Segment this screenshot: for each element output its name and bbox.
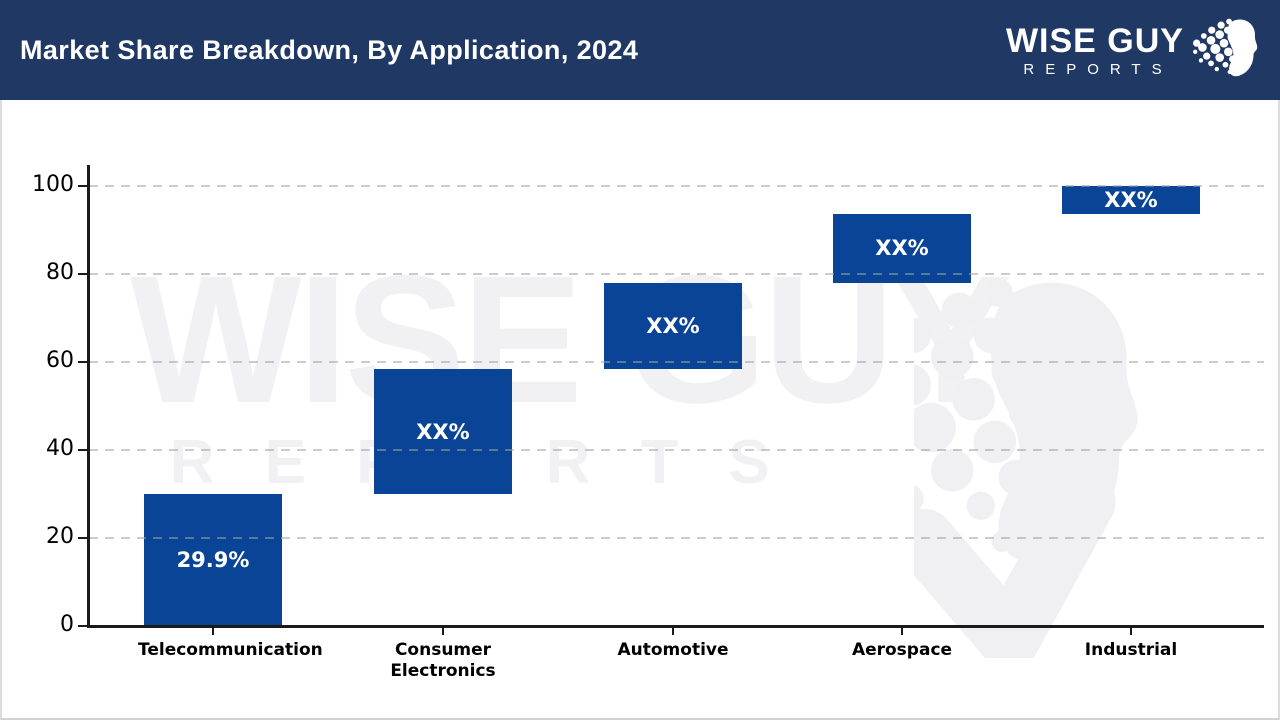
y-tick: [78, 185, 87, 187]
x-category-label-consumer-electronics: Consumer Electronics: [390, 640, 496, 682]
logo-line1: WISE GUY: [1005, 21, 1184, 60]
bar-label-box: XX%: [1062, 186, 1200, 214]
bar-telecommunication: [144, 494, 282, 626]
y-tick-label: 100: [32, 172, 74, 197]
bar-label-box: XX%: [374, 369, 512, 494]
gridline: [89, 537, 1264, 539]
y-tick: [78, 537, 87, 539]
gridline: [89, 273, 1264, 275]
bar-aerospace: [833, 214, 971, 283]
gridline: [89, 449, 1264, 451]
watermark-head-icon: [914, 208, 1270, 658]
bar-value-label: 29.9%: [176, 548, 250, 573]
bar-industrial: [1062, 186, 1200, 215]
bar-label-box: 29.9%: [144, 494, 282, 626]
x-tick: [442, 627, 444, 635]
y-tick: [78, 625, 87, 627]
y-tick: [78, 449, 87, 451]
y-tick-label: 60: [46, 348, 74, 373]
wise-guy-logo: WISE GUY REPORTS: [1006, 10, 1260, 90]
x-category-label-automotive: Automotive: [617, 640, 729, 660]
bar-label-box: XX%: [833, 214, 971, 283]
y-axis-line: [87, 165, 90, 628]
y-tick: [78, 361, 87, 363]
waterfall-chart: 0 20 40 60 80 100 29.9% XX% XX% XX% XX% Telecommuni…: [2, 100, 1278, 718]
logo-line2: REPORTS: [1023, 60, 1173, 78]
y-tick-label: 20: [46, 524, 74, 549]
gridline: [89, 185, 1264, 187]
x-category-label-telecommunication: Telecommunication: [138, 640, 323, 660]
logo-head-icon: [1188, 10, 1260, 90]
bar-value-label: XX%: [646, 314, 700, 339]
y-tick-label: 0: [60, 612, 74, 637]
page-title: Market Share Breakdown, By Application, …: [20, 34, 639, 65]
bar-consumer-electronics: [374, 369, 512, 495]
gridline: [89, 361, 1264, 363]
header-bar: Market Share Breakdown, By Application, …: [0, 0, 1280, 100]
y-tick: [78, 273, 87, 275]
x-tick: [212, 627, 214, 635]
x-tick: [672, 627, 674, 635]
x-category-label-aerospace: Aerospace: [851, 640, 953, 660]
bar-automotive: [604, 282, 742, 370]
x-tick: [901, 627, 903, 635]
y-tick-label: 40: [46, 436, 74, 461]
x-category-label-industrial: Industrial: [1084, 640, 1178, 660]
y-tick-label: 80: [46, 260, 74, 285]
bar-value-label: XX%: [875, 236, 929, 261]
x-axis-line: [87, 625, 1264, 628]
bar-value-label: XX%: [416, 419, 470, 444]
bar-value-label: XX%: [1104, 188, 1158, 213]
bar-label-box: XX%: [604, 283, 742, 370]
chart-canvas: WISE GUY REPORTS 02040608010029.9%XX%XX%…: [0, 100, 1280, 720]
logo-wordmark: WISE GUY REPORTS: [1006, 24, 1184, 77]
x-tick: [1130, 627, 1132, 635]
